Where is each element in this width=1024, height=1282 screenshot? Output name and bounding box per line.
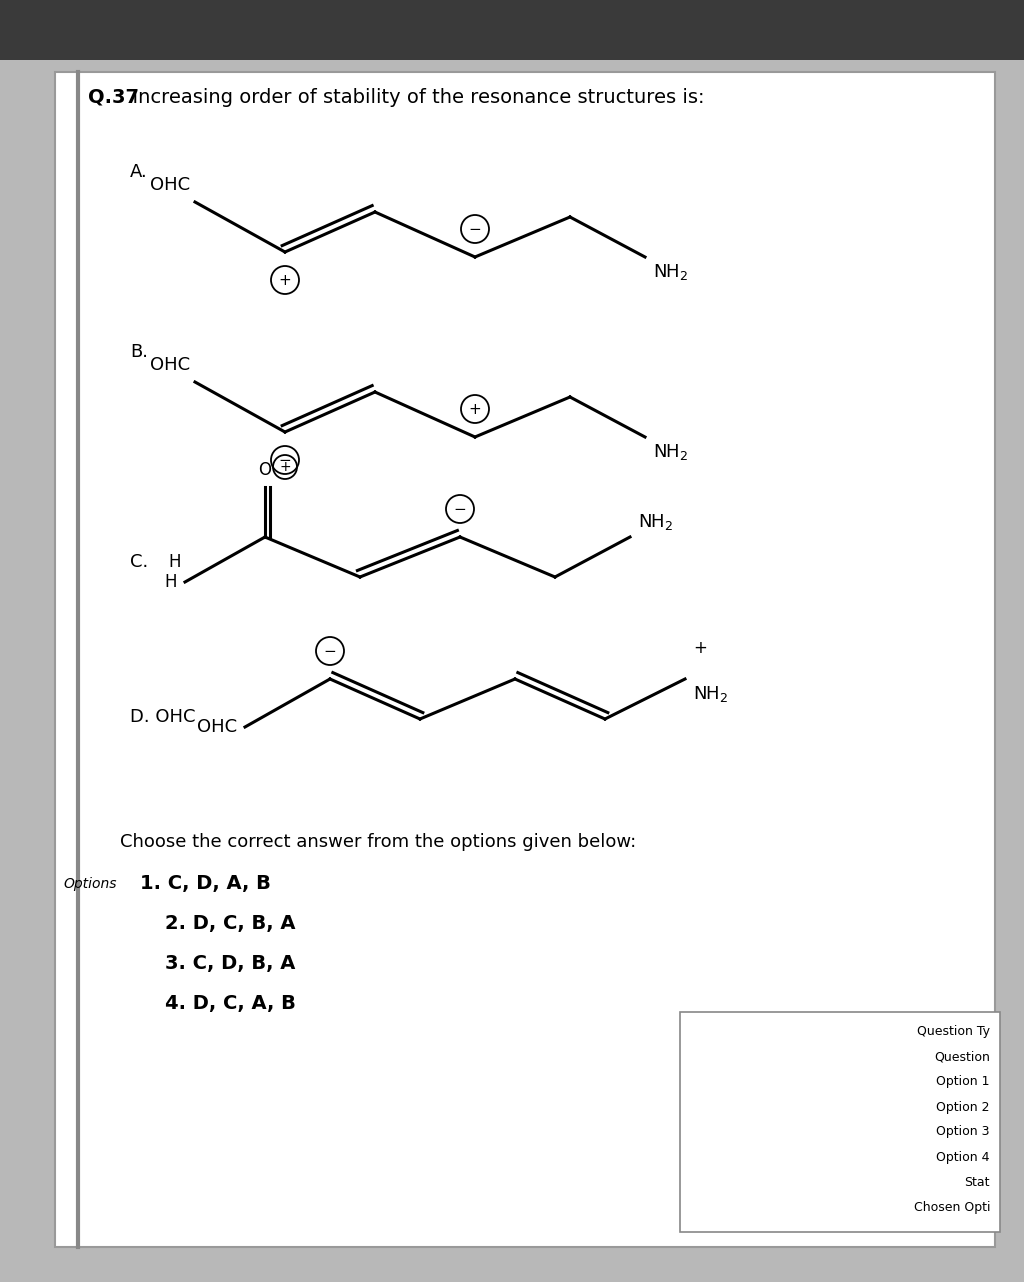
Text: +: + [693, 638, 707, 656]
Text: D. OHC: D. OHC [130, 708, 196, 726]
Text: −: − [454, 501, 466, 517]
Text: H: H [165, 573, 177, 591]
Text: Option 3: Option 3 [937, 1126, 990, 1138]
Text: B.: B. [130, 344, 148, 362]
Text: Question Ty: Question Ty [918, 1026, 990, 1038]
Text: Question: Question [934, 1050, 990, 1064]
Text: A.: A. [130, 163, 147, 181]
Text: 3. C, D, B, A: 3. C, D, B, A [165, 955, 295, 973]
Text: Option 1: Option 1 [937, 1076, 990, 1088]
Text: +: + [279, 273, 292, 287]
Text: −: − [469, 222, 481, 236]
Bar [0, 0, 1024, 60]
Text: NH$_2$: NH$_2$ [653, 262, 688, 282]
Text: OHC: OHC [197, 718, 237, 736]
Text: 2. D, C, B, A: 2. D, C, B, A [165, 914, 296, 933]
Text: OHC: OHC [150, 356, 190, 374]
Text: NH$_2$: NH$_2$ [653, 442, 688, 462]
Bar [680, 1011, 1000, 1232]
Text: Q.37: Q.37 [88, 87, 139, 106]
Text: NH$_2$: NH$_2$ [638, 512, 674, 532]
Text: Option 4: Option 4 [937, 1150, 990, 1164]
Text: Choose the correct answer from the options given below:: Choose the correct answer from the optio… [120, 833, 636, 851]
Text: Option 2: Option 2 [937, 1100, 990, 1114]
Text: Increasing order of stability of the resonance structures is:: Increasing order of stability of the res… [120, 87, 705, 106]
Text: O: O [258, 462, 271, 479]
Text: Chosen Opti: Chosen Opti [913, 1200, 990, 1214]
Text: 1. C, D, A, B: 1. C, D, A, B [140, 874, 271, 894]
Text: H: H [168, 553, 180, 570]
Text: NH$_2$: NH$_2$ [693, 685, 728, 704]
Text: 4. D, C, A, B: 4. D, C, A, B [165, 995, 296, 1014]
Text: +: + [280, 460, 291, 474]
Text: −: − [279, 453, 292, 468]
Text: +: + [469, 401, 481, 417]
Text: Stat: Stat [965, 1176, 990, 1188]
Text: OHC: OHC [150, 176, 190, 194]
Text: −: − [324, 644, 336, 659]
Text: C.: C. [130, 553, 148, 570]
Text: Options: Options [63, 877, 117, 891]
